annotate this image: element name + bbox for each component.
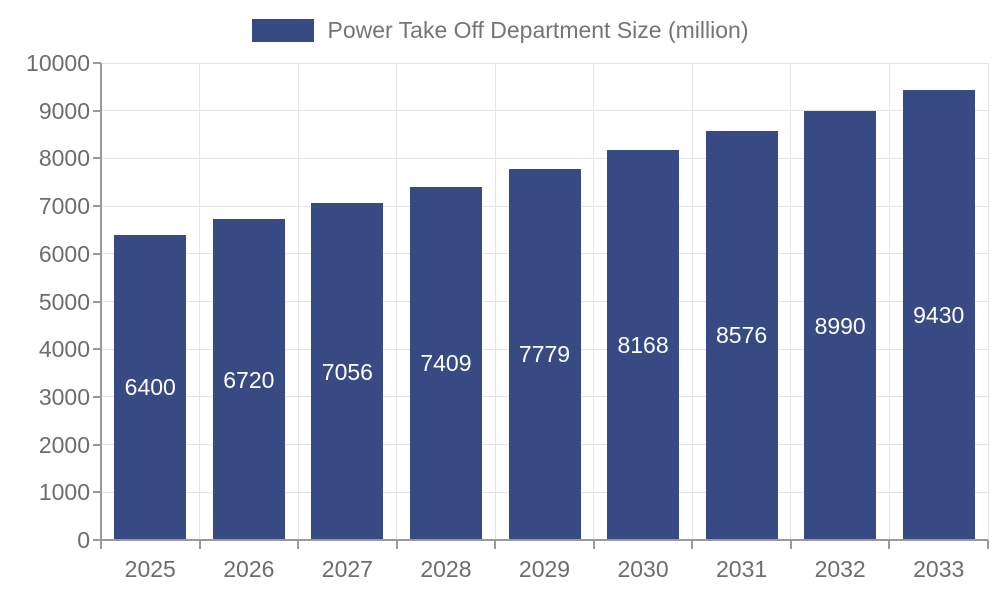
y-tick xyxy=(93,539,101,541)
y-tick xyxy=(93,252,101,255)
y-tick xyxy=(93,109,101,112)
bar xyxy=(607,150,680,540)
y-tick-label: 8000 xyxy=(38,145,90,172)
bar xyxy=(508,168,581,540)
y-tick-label: 9000 xyxy=(38,97,90,124)
v-gridline xyxy=(691,63,693,540)
bar xyxy=(212,219,285,540)
y-tick xyxy=(93,205,101,208)
x-tick xyxy=(789,540,792,549)
y-tick-label: 6000 xyxy=(38,240,90,267)
legend-swatch xyxy=(251,18,314,42)
bar-value-label: 7056 xyxy=(321,358,373,385)
x-tick xyxy=(987,540,989,549)
y-tick-label: 10000 xyxy=(26,50,90,76)
y-tick-label: 0 xyxy=(77,527,90,553)
y-tick-label: 3000 xyxy=(38,383,90,410)
y-tick xyxy=(93,62,101,64)
bar xyxy=(902,90,975,540)
h-gridline xyxy=(101,157,988,159)
x-tick-label: 2029 xyxy=(518,556,571,582)
bar xyxy=(804,111,877,540)
x-tick xyxy=(100,540,102,549)
y-tick-label: 4000 xyxy=(38,336,90,363)
x-tick-label: 2026 xyxy=(223,556,275,582)
bar xyxy=(311,203,384,540)
v-gridline xyxy=(297,63,299,540)
legend: Power Take Off Department Size (million) xyxy=(0,12,1000,48)
y-tick-label: 7000 xyxy=(38,193,90,220)
legend-label: Power Take Off Department Size (million) xyxy=(327,16,749,43)
h-gridline xyxy=(101,62,988,64)
x-tick-label: 2028 xyxy=(420,556,472,582)
x-tick xyxy=(691,540,694,549)
x-tick-label: 2032 xyxy=(814,556,866,582)
v-gridline xyxy=(494,63,496,540)
bar-value-label: 9430 xyxy=(913,302,965,329)
v-gridline xyxy=(396,63,398,540)
x-tick-label: 2027 xyxy=(321,556,373,582)
x-tick xyxy=(494,540,497,549)
bar-value-label: 6400 xyxy=(124,374,176,401)
x-tick xyxy=(888,540,891,549)
bar-value-label: 8168 xyxy=(617,332,669,359)
x-tick xyxy=(297,540,300,549)
v-gridline xyxy=(888,63,890,540)
bar-value-label: 6720 xyxy=(223,366,275,393)
bar-value-label: 7409 xyxy=(420,350,472,377)
v-gridline xyxy=(199,63,201,540)
y-axis-line xyxy=(100,63,102,541)
bar xyxy=(705,130,778,540)
x-tick-label: 2025 xyxy=(124,556,176,582)
x-tick-label: 2033 xyxy=(913,556,965,582)
y-tick xyxy=(93,300,101,303)
y-tick-label: 1000 xyxy=(38,479,90,506)
bar-value-label: 7779 xyxy=(518,341,571,368)
x-axis-line xyxy=(93,539,988,541)
h-gridline xyxy=(101,110,988,112)
y-tick-label: 5000 xyxy=(38,288,90,315)
bar-value-label: 8576 xyxy=(716,322,768,349)
v-gridline xyxy=(987,63,989,540)
y-tick-label: 2000 xyxy=(38,431,90,458)
x-tick xyxy=(198,540,201,549)
bar-value-label: 8990 xyxy=(814,312,866,339)
x-tick xyxy=(592,540,595,549)
bar xyxy=(409,186,482,540)
v-gridline xyxy=(593,63,595,540)
x-tick-label: 2030 xyxy=(617,556,669,582)
y-tick xyxy=(93,395,101,398)
y-tick xyxy=(93,443,101,446)
v-gridline xyxy=(790,63,792,540)
x-tick xyxy=(395,540,398,549)
y-tick xyxy=(93,491,101,494)
bar xyxy=(114,234,187,540)
x-tick-label: 2031 xyxy=(716,556,768,582)
y-tick xyxy=(93,157,101,160)
y-tick xyxy=(93,348,101,351)
